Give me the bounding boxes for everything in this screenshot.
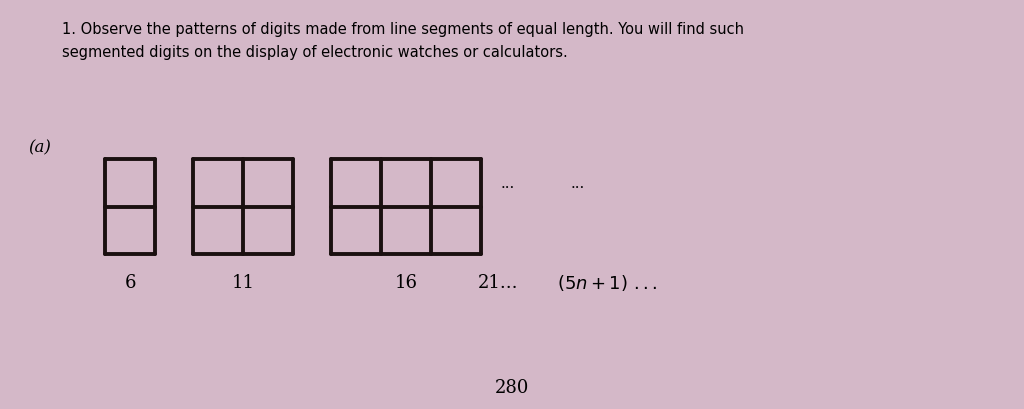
Text: 16: 16 (394, 273, 418, 291)
Text: ...: ... (570, 176, 585, 190)
Text: 1. Observe the patterns of digits made from line segments of equal length. You w: 1. Observe the patterns of digits made f… (62, 22, 744, 37)
Text: ...: ... (501, 176, 515, 190)
Text: $(5n + 1)\ ...$: $(5n + 1)\ ...$ (557, 272, 657, 292)
Text: (a): (a) (28, 139, 51, 156)
Text: 280: 280 (495, 378, 529, 396)
Text: segmented digits on the display of electronic watches or calculators.: segmented digits on the display of elect… (62, 45, 567, 60)
Text: 21...: 21... (477, 273, 518, 291)
Text: 11: 11 (231, 273, 255, 291)
Text: 6: 6 (124, 273, 136, 291)
